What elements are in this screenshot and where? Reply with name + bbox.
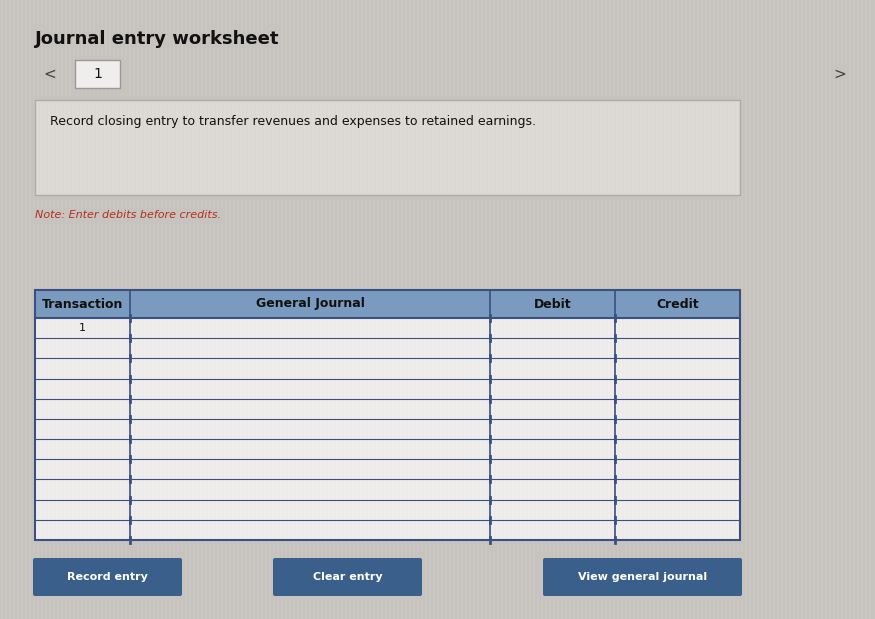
Bar xyxy=(35,520,740,540)
Bar xyxy=(35,399,740,419)
Bar xyxy=(35,290,740,540)
Text: Credit: Credit xyxy=(656,298,699,311)
Bar xyxy=(35,480,740,500)
Bar xyxy=(35,290,740,318)
Text: Debit: Debit xyxy=(534,298,571,311)
Bar xyxy=(35,459,740,480)
Text: View general journal: View general journal xyxy=(578,572,707,582)
Text: <: < xyxy=(44,66,56,82)
Text: General Journal: General Journal xyxy=(255,298,364,311)
FancyBboxPatch shape xyxy=(273,558,422,596)
FancyBboxPatch shape xyxy=(543,558,742,596)
Bar xyxy=(35,100,740,195)
Text: 1: 1 xyxy=(79,323,86,333)
FancyBboxPatch shape xyxy=(33,558,182,596)
Bar xyxy=(75,60,120,88)
Text: Transaction: Transaction xyxy=(42,298,123,311)
Bar xyxy=(35,338,740,358)
Bar xyxy=(35,500,740,520)
Bar xyxy=(35,358,740,379)
Text: Record entry: Record entry xyxy=(67,572,148,582)
Text: Record closing entry to transfer revenues and expenses to retained earnings.: Record closing entry to transfer revenue… xyxy=(50,115,536,128)
Bar xyxy=(35,318,740,338)
Text: Clear entry: Clear entry xyxy=(312,572,382,582)
Bar xyxy=(35,379,740,399)
Bar xyxy=(35,419,740,439)
Text: 1: 1 xyxy=(93,67,102,81)
Text: Journal entry worksheet: Journal entry worksheet xyxy=(35,30,279,48)
Bar xyxy=(35,439,740,459)
Text: Note: Enter debits before credits.: Note: Enter debits before credits. xyxy=(35,210,221,220)
Text: >: > xyxy=(834,66,846,82)
